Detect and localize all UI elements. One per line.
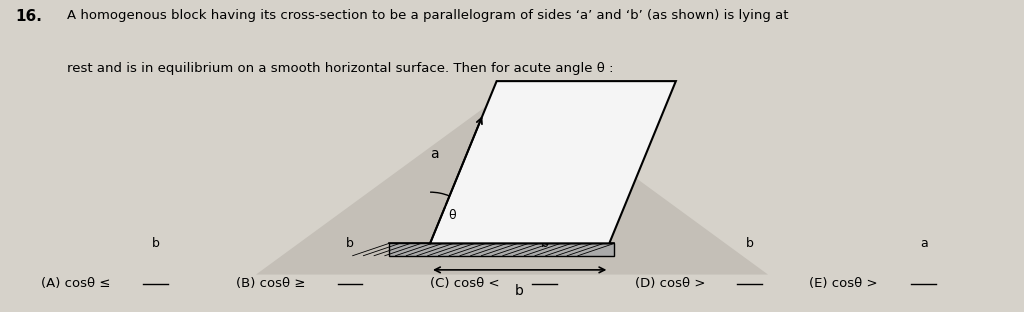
Text: b: b <box>346 236 354 250</box>
Text: rest and is in equilibrium on a smooth horizontal surface. Then for acute angle : rest and is in equilibrium on a smooth h… <box>67 62 613 76</box>
Text: (D) cosθ >: (D) cosθ > <box>635 277 706 290</box>
Text: b: b <box>152 236 160 250</box>
Polygon shape <box>430 81 676 243</box>
Text: θ: θ <box>449 208 456 222</box>
Text: b: b <box>745 236 754 250</box>
Polygon shape <box>256 87 768 275</box>
Text: a: a <box>430 147 438 161</box>
Bar <box>389 243 614 256</box>
Text: A homogenous block having its cross-section to be a parallelogram of sides ‘a’ a: A homogenous block having its cross-sect… <box>67 9 788 22</box>
Text: (C) cosθ <: (C) cosθ < <box>430 277 500 290</box>
Text: (E) cosθ >: (E) cosθ > <box>809 277 878 290</box>
Text: 16.: 16. <box>15 9 42 24</box>
Text: (A) cosθ ≤: (A) cosθ ≤ <box>41 277 111 290</box>
Text: b: b <box>541 236 549 250</box>
Text: (B) cosθ ≥: (B) cosθ ≥ <box>236 277 305 290</box>
Text: b: b <box>515 284 524 298</box>
Text: a: a <box>920 236 928 250</box>
